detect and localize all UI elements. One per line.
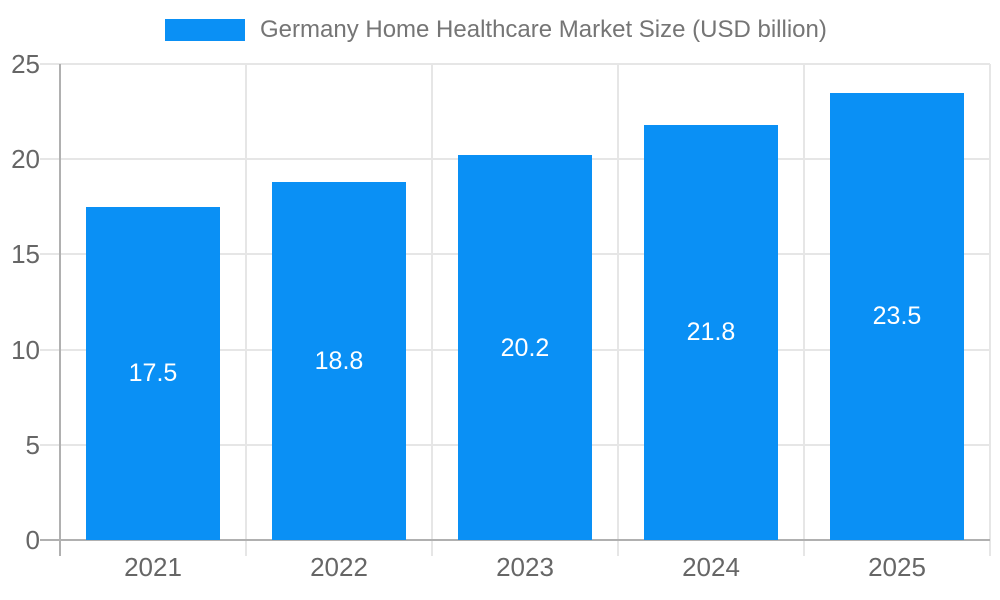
x-axis-tick-label: 2025 bbox=[868, 552, 926, 582]
bar-2024 bbox=[644, 124, 778, 540]
y-axis-tick-label: 0 bbox=[25, 525, 40, 555]
y-axis-tick-label: 10 bbox=[11, 334, 40, 365]
bar-2023 bbox=[458, 155, 592, 540]
vertical-gridline bbox=[989, 64, 991, 556]
chart-title: Germany Home Healthcare Market Size (USD… bbox=[260, 16, 827, 43]
chart-legend: Germany Home Healthcare Market Size (USD… bbox=[0, 0, 1000, 56]
horizontal-gridline bbox=[40, 63, 990, 65]
bar-2021 bbox=[86, 206, 220, 540]
bar-value-label: 20.2 bbox=[500, 333, 550, 362]
y-axis-tick-label: 20 bbox=[11, 144, 40, 175]
x-axis-tick-label: 2022 bbox=[310, 552, 368, 582]
legend-swatch bbox=[165, 19, 245, 41]
y-axis-tick-label: 25 bbox=[11, 49, 40, 79]
y-axis-line bbox=[59, 64, 61, 556]
x-axis-tick-label: 2021 bbox=[124, 552, 182, 582]
vertical-gridline bbox=[245, 64, 247, 556]
bar-value-label: 23.5 bbox=[872, 302, 922, 331]
x-axis-tick-label: 2024 bbox=[682, 552, 740, 582]
y-axis-tick-label: 5 bbox=[25, 429, 40, 460]
bar-value-label: 17.5 bbox=[128, 359, 178, 388]
bar-2022 bbox=[272, 182, 406, 540]
vertical-gridline bbox=[803, 64, 805, 556]
bar-value-label: 21.8 bbox=[686, 318, 736, 347]
y-axis-tick-label: 15 bbox=[11, 239, 40, 270]
bar-2025 bbox=[830, 92, 964, 540]
x-axis-line bbox=[40, 539, 990, 541]
vertical-gridline bbox=[431, 64, 433, 556]
bar-value-label: 18.8 bbox=[314, 347, 364, 376]
vertical-gridline bbox=[617, 64, 619, 556]
x-axis-tick-label: 2023 bbox=[496, 552, 554, 582]
